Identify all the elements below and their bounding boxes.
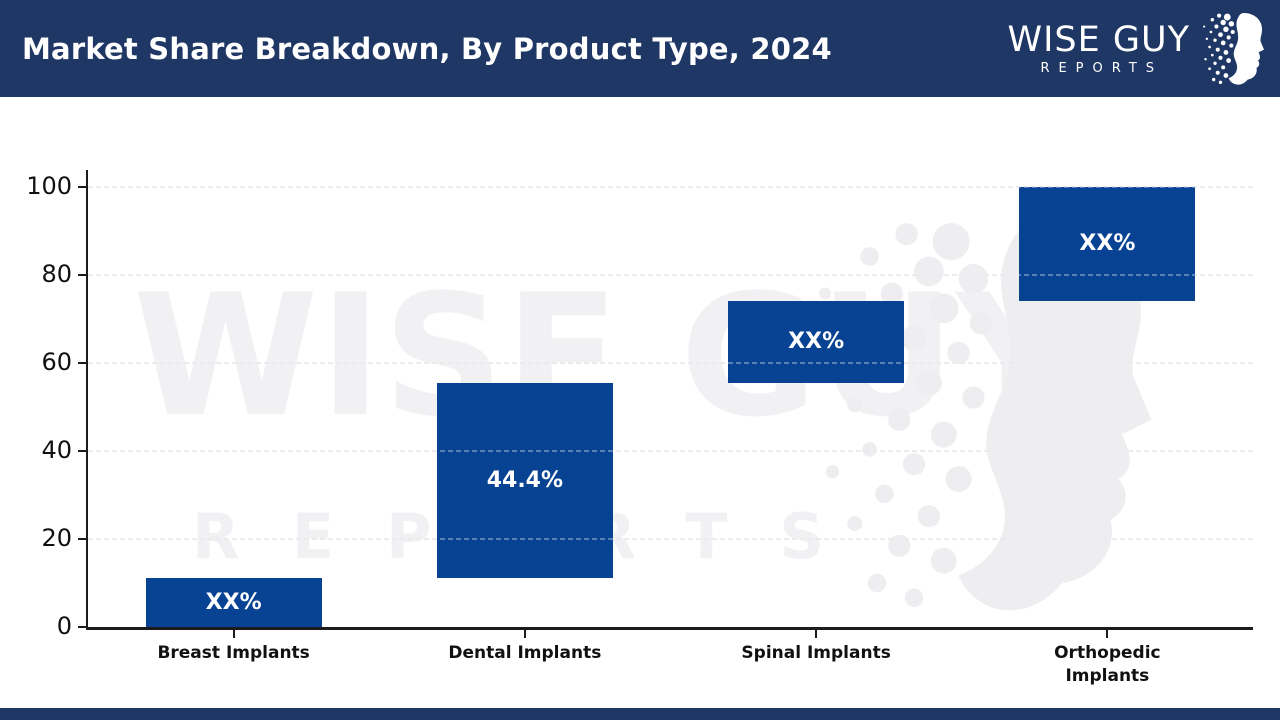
bar-value-label: XX% (205, 590, 262, 616)
logo-subtitle: REPORTS (1040, 60, 1164, 76)
bar-value-label: XX% (1079, 231, 1136, 257)
grid-line (88, 186, 1253, 188)
y-tick-mark (78, 274, 88, 276)
x-category-label: Dental Implants (448, 643, 602, 663)
y-tick-mark (78, 626, 88, 628)
wise-guy-logo: WISE GUY REPORTS (1007, 8, 1264, 90)
grid-line-overlay (88, 274, 1253, 276)
y-tick-label: 40 (41, 436, 72, 464)
x-tick-mark (1106, 630, 1109, 638)
bar-value-label: XX% (788, 329, 845, 355)
y-tick-mark (78, 186, 88, 188)
y-tick-label: 60 (41, 348, 72, 376)
y-tick-label: 80 (41, 260, 72, 288)
grid-line-overlay (88, 450, 1253, 452)
x-tick-mark (815, 630, 818, 638)
bar: XX% (728, 300, 905, 383)
bar: 44.4% (436, 382, 613, 579)
x-tick-mark (232, 630, 235, 638)
y-axis-line (86, 170, 88, 629)
x-category-label: Orthopedic Implants (1054, 643, 1161, 686)
bar: XX% (145, 578, 322, 627)
y-tick-label: 0 (56, 612, 72, 640)
grid-line (88, 450, 1253, 452)
y-tick-mark (78, 450, 88, 452)
x-tick-mark (523, 630, 526, 638)
grid-line (88, 538, 1253, 540)
header-bar: Market Share Breakdown, By Product Type,… (0, 0, 1280, 97)
grid-line (88, 362, 1253, 364)
bar-value-label: 44.4% (486, 467, 564, 493)
grid-line (88, 274, 1253, 276)
grid-line-overlay (88, 186, 1253, 188)
wise-guy-face-icon (1203, 12, 1264, 85)
y-tick-label: 100 (26, 172, 72, 200)
grid-line-overlay (88, 362, 1253, 364)
page-title: Market Share Breakdown, By Product Type,… (22, 31, 832, 66)
bar: XX% (1019, 187, 1196, 301)
x-category-label: Breast Implants (157, 643, 310, 663)
x-axis-line (86, 627, 1253, 630)
y-tick-mark (78, 538, 88, 540)
grid-line-overlay (88, 538, 1253, 540)
footer-bar (0, 708, 1280, 720)
y-tick-label: 20 (41, 524, 72, 552)
y-tick-mark (78, 362, 88, 364)
x-category-label: Spinal Implants (741, 643, 891, 663)
logo-wordmark: WISE GUY (1007, 19, 1190, 60)
